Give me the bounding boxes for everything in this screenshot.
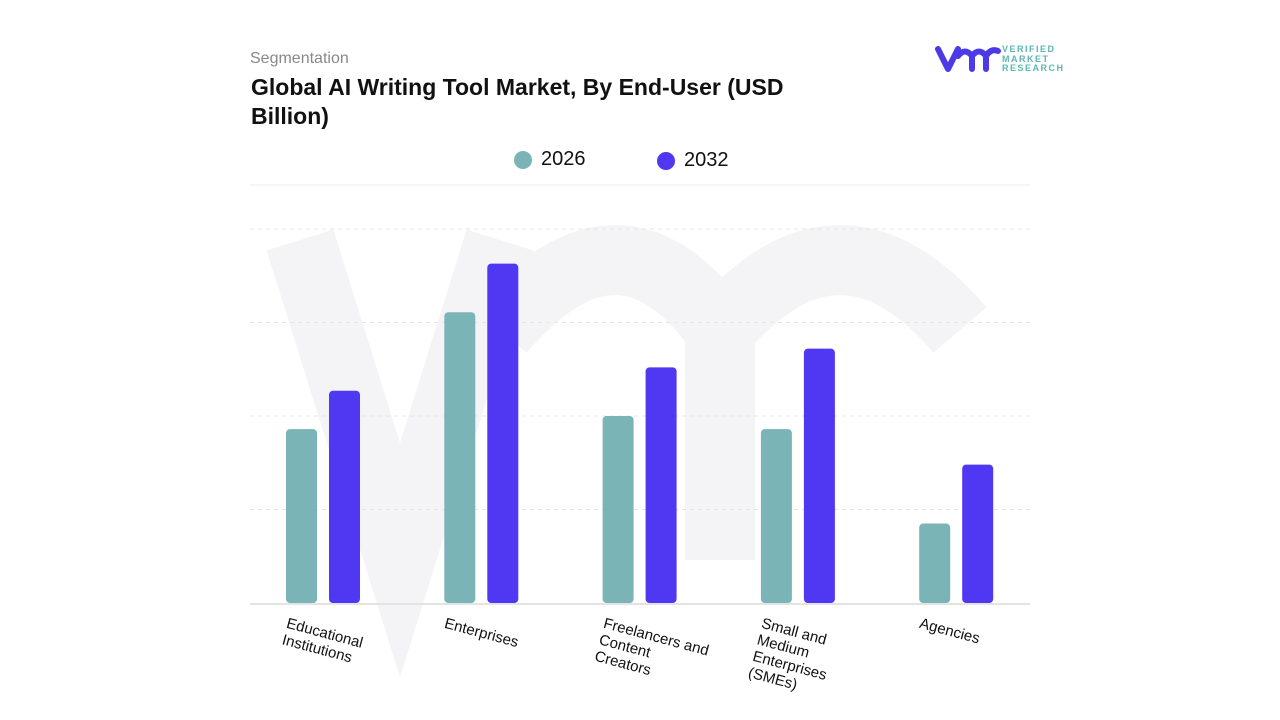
bar-2032-0 <box>329 390 360 603</box>
logo-text: VERIFIED MARKET RESEARCH <box>1002 44 1065 74</box>
bar-2026-1 <box>444 312 476 603</box>
legend-label: 2026 <box>541 148 586 170</box>
bar-2026-3 <box>760 429 792 603</box>
legend-item-2032: 2032 <box>657 149 729 172</box>
legend-dot-icon <box>514 150 532 169</box>
legend-label: 2032 <box>684 149 729 171</box>
logo-line: MARKET <box>1002 53 1050 64</box>
bar-2026-2 <box>602 416 634 603</box>
bar-2032-1 <box>487 263 519 603</box>
legend-dot-icon <box>657 151 675 170</box>
bar-2026-4 <box>919 523 951 603</box>
logo-line: RESEARCH <box>1002 63 1065 73</box>
bar-2026-0 <box>286 429 317 603</box>
bar-2032-3 <box>803 348 835 603</box>
chart-title: Global AI Writing Tool Market, By End-Us… <box>251 74 784 129</box>
bar-2032-4 <box>962 464 994 603</box>
section-label: Segmentation <box>250 50 349 67</box>
legend-item-2026: 2026 <box>514 148 586 171</box>
logo-line: VERIFIED <box>1002 44 1056 54</box>
bar-2032-2 <box>645 367 677 603</box>
vmr-logo-icon <box>935 46 1001 72</box>
